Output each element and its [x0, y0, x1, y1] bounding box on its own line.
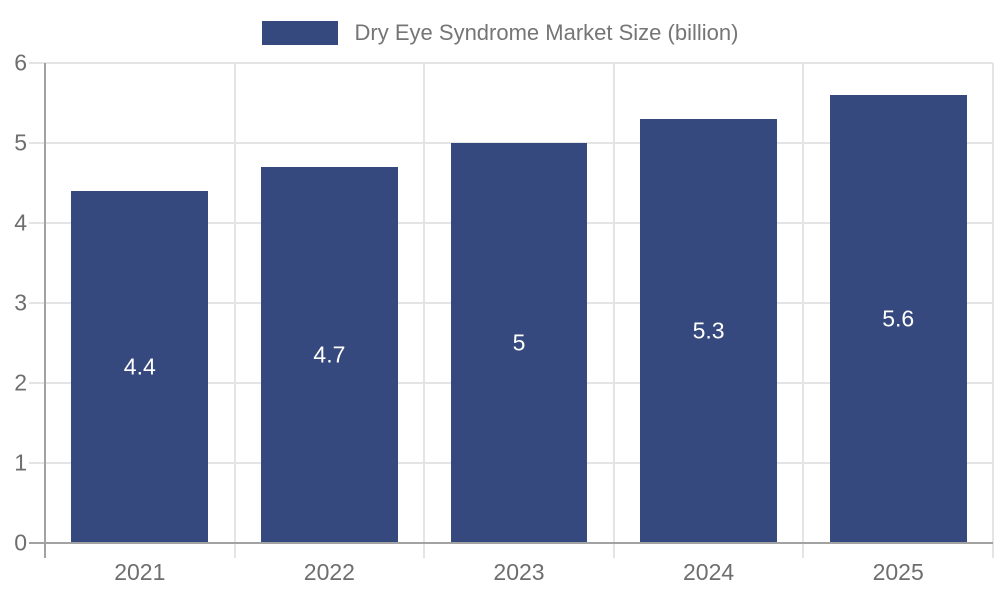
h-gridline [45, 141, 993, 144]
bar-2023[interactable]: 5 [450, 143, 588, 543]
bar-2024[interactable]: 5.3 [640, 119, 778, 543]
bar-value-label: 4.7 [313, 341, 346, 368]
y-axis-line [44, 63, 46, 558]
v-gridline [612, 63, 615, 558]
y-tick-mark [29, 542, 45, 544]
y-tick-label: 6 [14, 49, 27, 76]
v-gridline [423, 63, 426, 558]
h-gridline [45, 62, 993, 64]
bar-value-label: 5 [512, 329, 526, 356]
y-tick-mark [29, 381, 45, 384]
y-tick-mark [29, 462, 45, 464]
y-tick-label: 4 [14, 209, 27, 236]
bar-value-label: 5.6 [882, 305, 915, 332]
y-tick-mark [29, 302, 45, 304]
y-tick-label: 0 [14, 529, 27, 556]
plot-area: 0 1 2 3 4 5 6 4.4 2021 4.7 2022 5 2023 5.3 2024 5.6 2025 [14, 50, 994, 585]
bar-value-label: 5.3 [692, 317, 725, 344]
x-tick-label: 2023 [493, 559, 545, 585]
y-tick-label: 1 [14, 449, 27, 476]
y-tick-mark [29, 221, 45, 224]
y-tick-label: 2 [14, 369, 27, 396]
x-axis-line [43, 542, 993, 544]
x-tick-label: 2024 [683, 559, 735, 585]
x-tick-label: 2021 [114, 559, 166, 585]
bar-2025[interactable]: 5.6 [829, 95, 967, 543]
legend-label: Dry Eye Syndrome Market Size (billion) [354, 20, 739, 45]
y-tick-label: 3 [14, 289, 27, 316]
v-gridline [802, 63, 805, 558]
y-tick-label: 5 [14, 129, 27, 156]
x-tick-label: 2022 [303, 559, 355, 585]
bar-2021[interactable]: 4.4 [71, 191, 209, 543]
y-tick-mark [29, 62, 45, 64]
v-gridline [992, 63, 994, 558]
x-tick-label: 2025 [872, 559, 924, 585]
legend[interactable]: Dry Eye Syndrome Market Size (billion) [0, 21, 1000, 45]
legend-swatch-icon [261, 21, 338, 45]
bar-2022[interactable]: 4.7 [260, 167, 398, 543]
v-gridline [233, 63, 236, 558]
y-tick-mark [29, 141, 45, 144]
bar-value-label: 4.4 [123, 353, 156, 380]
